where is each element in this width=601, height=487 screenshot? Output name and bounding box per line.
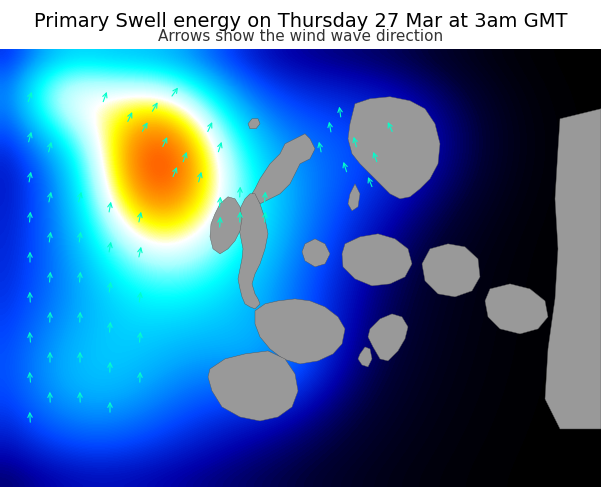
- Text: Arrows show the wind wave direction: Arrows show the wind wave direction: [158, 29, 443, 44]
- Text: Primary Swell energy on Thursday 27 Mar at 3am GMT: Primary Swell energy on Thursday 27 Mar …: [34, 12, 567, 31]
